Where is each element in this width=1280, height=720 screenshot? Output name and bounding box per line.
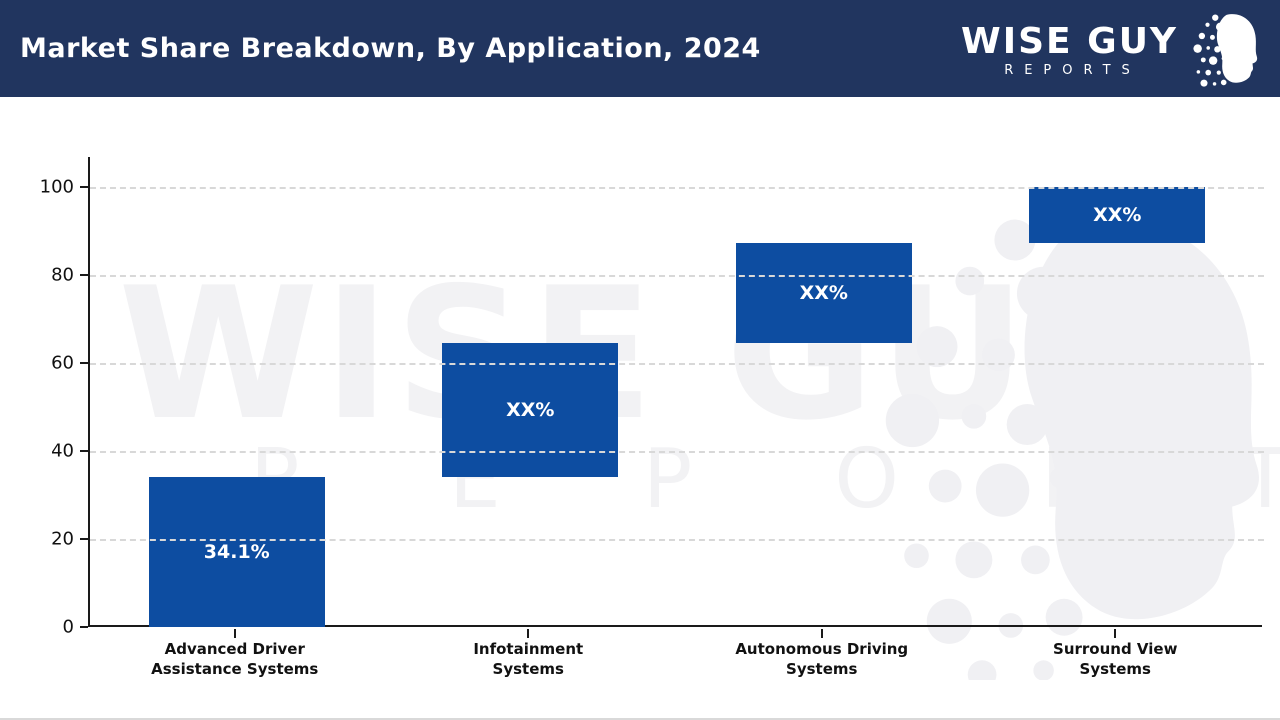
gridline-40 [90, 451, 1264, 453]
y-tick-mark-40 [80, 450, 88, 452]
x-tick-mark-1 [233, 629, 236, 638]
y-tick-label-80: 80 [51, 264, 74, 286]
bar-1: 34.1% [148, 476, 325, 627]
y-tick-mark-60 [80, 362, 88, 364]
gridline-60 [90, 363, 1264, 365]
x-tick-mark-2 [527, 629, 530, 638]
logo-wordmark: WISE GUY [960, 20, 1178, 62]
gridline-80 [90, 275, 1264, 277]
chart-title: Market Share Breakdown, By Application, … [20, 33, 761, 64]
y-tick-label-60: 60 [51, 352, 74, 374]
header-bar: Market Share Breakdown, By Application, … [0, 0, 1280, 97]
category-label-4: Surround View Systems [1053, 640, 1178, 679]
logo-text: WISE GUY REPORTS [960, 20, 1178, 78]
x-tick-mark-3 [820, 629, 823, 638]
y-tick-mark-100 [80, 186, 88, 188]
x-tick-mark-4 [1114, 629, 1117, 638]
y-tick-mark-80 [80, 274, 88, 276]
y-tick-mark-20 [80, 538, 88, 540]
gridline-100 [90, 187, 1264, 189]
y-tick-mark-0 [80, 626, 88, 628]
bar-value-label: 34.1% [203, 540, 270, 563]
bar-3: XX% [735, 242, 912, 344]
category-label-3: Autonomous Driving Systems [735, 640, 909, 679]
bar-2: XX% [442, 343, 619, 477]
plot-area: 34.1% XX% XX% XX% [88, 157, 1264, 627]
logo-subtitle: REPORTS [1004, 62, 1141, 78]
bar-value-label: XX% [799, 282, 848, 305]
wise-guy-logo: WISE GUY REPORTS [961, 5, 1266, 93]
bar-value-label: XX% [506, 399, 555, 422]
y-tick-label-100: 100 [39, 176, 74, 198]
category-label-1: Advanced Driver Assistance Systems [151, 640, 319, 679]
bar-4: XX% [1029, 187, 1206, 243]
logo-head-icon [1193, 13, 1258, 87]
category-label-2: Infotainment Systems [473, 640, 584, 679]
y-tick-label-0: 0 [62, 616, 74, 638]
watermark-head-icon [885, 219, 1259, 680]
gridline-20 [90, 539, 1264, 541]
y-tick-label-40: 40 [51, 440, 74, 462]
bar-value-label: XX% [1093, 203, 1142, 226]
y-tick-label-20: 20 [51, 528, 74, 550]
